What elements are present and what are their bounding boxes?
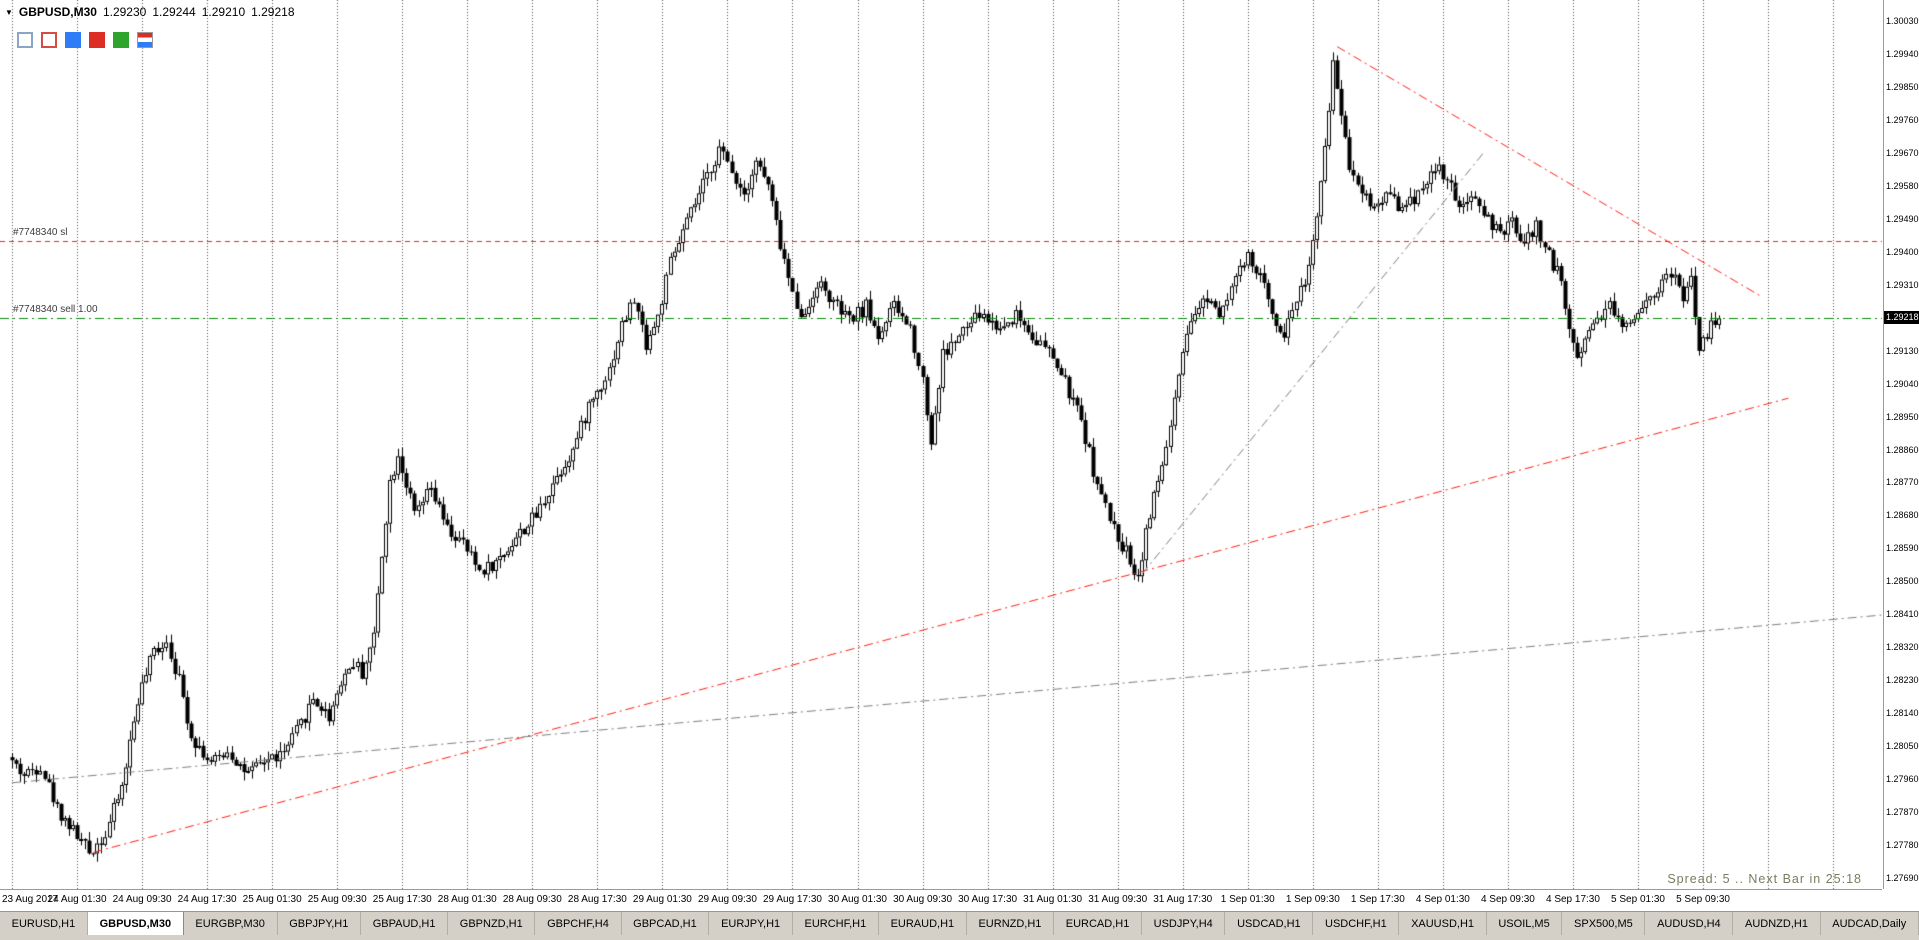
tab-eurgbp-m30[interactable]: EURGBP,M30 (184, 912, 278, 935)
tab-gbpchf-h4[interactable]: GBPCHF,H4 (535, 912, 622, 935)
tab-eurchf-h1[interactable]: EURCHF,H1 (793, 912, 879, 935)
price-axis-label: 1.29940 (1886, 48, 1919, 59)
current-price-tag: 1.29218 (1884, 311, 1919, 325)
price-axis-label: 1.29310 (1886, 279, 1919, 290)
price-axis-label: 1.27690 (1886, 873, 1919, 883)
time-axis-label: 1 Sep 17:30 (1350, 894, 1405, 905)
price-axis-label: 1.28500 (1886, 576, 1919, 587)
sell-order-line-label: #7748340 sell 1.00 (13, 304, 98, 316)
time-axis-label: 1 Sep 01:30 (1220, 894, 1275, 905)
time-axis-label: 29 Aug 01:30 (632, 894, 692, 905)
tab-eurcad-h1[interactable]: EURCAD,H1 (1054, 912, 1142, 935)
price-axis-label: 1.29580 (1886, 180, 1919, 191)
time-axis-label: 30 Aug 09:30 (893, 894, 953, 905)
tab-gbpcad-h1[interactable]: GBPCAD,H1 (622, 912, 710, 935)
chart-symbol-period: GBPUSD,M30 (18, 5, 97, 19)
tab-usdcad-h1[interactable]: USDCAD,H1 (1225, 912, 1314, 935)
price-axis-label: 1.28050 (1886, 741, 1919, 752)
time-axis-label: 24 Aug 01:30 (47, 894, 107, 905)
price-axis-label: 1.29850 (1886, 81, 1919, 92)
price-axis-label: 1.29400 (1886, 246, 1919, 257)
object-color-toolbar (17, 32, 153, 48)
spread-nextbar-status: Spread: 5 .. Next Bar in 25:18 (1667, 872, 1862, 886)
toolbar-swatch-white-outline-blue[interactable] (17, 32, 33, 48)
price-axis-label: 1.28230 (1886, 675, 1919, 686)
price-axis-label: 1.28590 (1886, 543, 1919, 554)
ohlc-low-value: 1.29210 (201, 5, 246, 19)
time-axis-label: 29 Aug 17:30 (762, 894, 822, 905)
time-axis-label: 31 Aug 01:30 (1023, 894, 1083, 905)
ohlc-open-value: 1.29230 (102, 5, 147, 19)
price-axis-label: 1.29670 (1886, 147, 1919, 158)
price-axis-label: 1.28950 (1886, 411, 1919, 422)
time-axis-label: 25 Aug 09:30 (307, 894, 367, 905)
price-axis-label: 1.28680 (1886, 510, 1919, 521)
chart-tab-bar: EURUSD,H1 GBPUSD,M30 EURGBP,M30 GBPJPY,H1 GB… (0, 911, 1919, 935)
time-axis-label: 5 Sep 01:30 (1611, 894, 1665, 905)
tab-eurnzd-h1[interactable]: EURNZD,H1 (967, 912, 1055, 935)
price-axis-label: 1.28320 (1886, 642, 1919, 653)
price-axis[interactable]: 1.30030 1.29940 1.29850 1.29760 1.29670 1.295… (1883, 0, 1919, 889)
time-axis-label: 4 Sep 01:30 (1415, 894, 1470, 905)
tab-gbpusd-m30[interactable]: GBPUSD,M30 (87, 912, 184, 935)
toolbar-swatch-striped-flag[interactable] (137, 32, 153, 48)
tab-audnzd-h1[interactable]: AUDNZD,H1 (1733, 912, 1821, 935)
price-axis-label: 1.30030 (1886, 16, 1919, 26)
toolbar-swatch-white-outline-red[interactable] (41, 32, 57, 48)
time-axis-label: 4 Sep 17:30 (1545, 894, 1600, 905)
toolbar-swatch-red[interactable] (89, 32, 105, 48)
toolbar-swatch-blue[interactable] (65, 32, 81, 48)
window-bottom-strip (0, 935, 1919, 940)
time-axis-label: 1 Sep 09:30 (1285, 894, 1340, 905)
tab-xauusd-h1[interactable]: XAUUSD,H1 (1399, 912, 1487, 935)
tab-audcad-daily[interactable]: AUDCAD,Daily (1821, 912, 1919, 935)
time-axis-label: 28 Aug 01:30 (437, 894, 497, 905)
tab-gbpnzd-h1[interactable]: GBPNZD,H1 (448, 912, 536, 935)
tab-spx500-m5[interactable]: SPX500,M5 (1562, 912, 1646, 935)
tab-gbpjpy-h1[interactable]: GBPJPY,H1 (278, 912, 362, 935)
price-axis-label: 1.27870 (1886, 807, 1919, 818)
tab-audusd-h4[interactable]: AUDUSD,H4 (1645, 912, 1734, 935)
stop-loss-line-label: #7748340 sl (13, 226, 68, 238)
price-axis-label: 1.28770 (1886, 477, 1919, 488)
tab-usdchf-h1[interactable]: USDCHF,H1 (1313, 912, 1400, 935)
price-axis-label: 1.29490 (1886, 213, 1919, 224)
toolbar-swatch-green[interactable] (113, 32, 129, 48)
time-axis-label: 24 Aug 09:30 (112, 894, 172, 905)
time-axis-label: 31 Aug 17:30 (1153, 894, 1213, 905)
ohlc-close-value: 1.29218 (251, 5, 295, 19)
chart-title: ▼ GBPUSD,M30 1.29230 1.29244 1.29210 1.2… (5, 5, 295, 19)
price-axis-label: 1.29040 (1886, 378, 1919, 389)
price-axis-label: 1.28410 (1886, 609, 1919, 620)
time-axis[interactable]: 23 Aug 2017 24 Aug 01:30 24 Aug 09:30 24 Au… (0, 889, 1882, 911)
price-axis-label: 1.27960 (1886, 774, 1919, 785)
time-axis-label: 31 Aug 09:30 (1088, 894, 1148, 905)
chart-menu-arrow-icon[interactable]: ▼ (5, 7, 13, 17)
time-axis-label: 23 Aug 2017 (2, 894, 59, 905)
time-axis-label: 5 Sep 09:30 (1676, 894, 1730, 905)
time-axis-label: 28 Aug 17:30 (567, 894, 627, 905)
time-axis-label: 25 Aug 17:30 (372, 894, 432, 905)
tab-eurusd-h1[interactable]: EURUSD,H1 (0, 912, 88, 935)
tab-usdjpy-h4[interactable]: USDJPY,H4 (1142, 912, 1226, 935)
time-axis-label: 30 Aug 01:30 (828, 894, 887, 905)
tab-gbpaud-h1[interactable]: GBPAUD,H1 (361, 912, 449, 935)
price-axis-label: 1.27780 (1886, 840, 1919, 851)
tab-euraud-h1[interactable]: EURAUD,H1 (879, 912, 967, 935)
price-axis-label: 1.29130 (1886, 345, 1919, 356)
price-axis-label: 1.28140 (1886, 708, 1919, 719)
tab-eurjpy-h1[interactable]: EURJPY,H1 (709, 912, 793, 935)
time-axis-label: 24 Aug 17:30 (177, 894, 237, 905)
chart-plot-area[interactable]: ▼ GBPUSD,M30 1.29230 1.29244 1.29210 1.2… (0, 0, 1882, 889)
candlestick-chart-canvas[interactable] (0, 0, 1882, 889)
time-axis-label: 29 Aug 09:30 (697, 894, 757, 905)
ohlc-high-value: 1.29244 (152, 5, 196, 19)
time-axis-label: 4 Sep 09:30 (1480, 894, 1535, 905)
price-axis-label: 1.29760 (1886, 114, 1919, 125)
time-axis-label: 30 Aug 17:30 (958, 894, 1018, 905)
price-axis-label: 1.28860 (1886, 444, 1919, 455)
time-axis-label: 28 Aug 09:30 (502, 894, 562, 905)
tab-usoil-m5[interactable]: USOIL,M5 (1487, 912, 1563, 935)
time-axis-label: 25 Aug 01:30 (242, 894, 302, 905)
